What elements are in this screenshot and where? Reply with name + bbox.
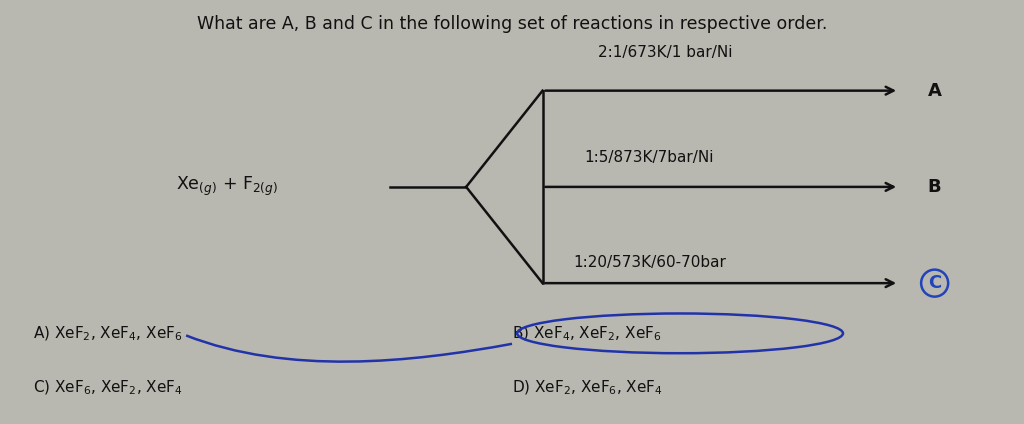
Text: C: C bbox=[928, 274, 941, 292]
Text: 1:20/573K/60-70bar: 1:20/573K/60-70bar bbox=[573, 255, 726, 270]
Text: A: A bbox=[928, 82, 942, 100]
Text: Xe$_{(g)}$ + F$_{2(g)}$: Xe$_{(g)}$ + F$_{2(g)}$ bbox=[176, 175, 278, 198]
Text: D) XeF$_2$, XeF$_6$, XeF$_4$: D) XeF$_2$, XeF$_6$, XeF$_4$ bbox=[512, 379, 663, 397]
Text: What are A, B and C in the following set of reactions in respective order.: What are A, B and C in the following set… bbox=[197, 15, 827, 33]
Text: B: B bbox=[928, 178, 941, 196]
Text: 2:1/673K/1 bar/Ni: 2:1/673K/1 bar/Ni bbox=[598, 45, 732, 61]
Text: 1:5/873K/7bar/Ni: 1:5/873K/7bar/Ni bbox=[585, 150, 715, 165]
Text: A) XeF$_2$, XeF$_4$, XeF$_6$: A) XeF$_2$, XeF$_4$, XeF$_6$ bbox=[34, 324, 183, 343]
Text: C) XeF$_6$, XeF$_2$, XeF$_4$: C) XeF$_6$, XeF$_2$, XeF$_4$ bbox=[34, 379, 183, 397]
Text: B) XeF$_4$, XeF$_2$, XeF$_6$: B) XeF$_4$, XeF$_2$, XeF$_6$ bbox=[512, 324, 662, 343]
